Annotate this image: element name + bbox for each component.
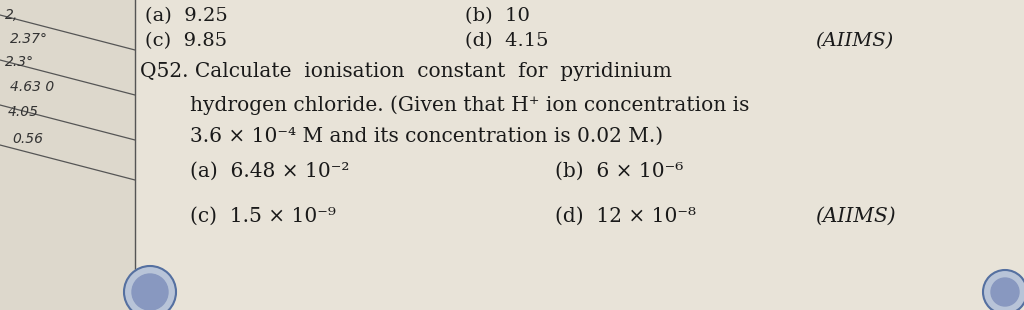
Text: Q52. Calculate  ionisation  constant  for  pyridinium: Q52. Calculate ionisation constant for p… [140, 62, 672, 81]
Text: (b)  6 × 10⁻⁶: (b) 6 × 10⁻⁶ [555, 162, 683, 181]
Circle shape [983, 270, 1024, 310]
Text: (AIIMS): (AIIMS) [815, 32, 893, 50]
Text: (d)  12 × 10⁻⁸: (d) 12 × 10⁻⁸ [555, 207, 696, 226]
Text: 2.37°: 2.37° [10, 32, 48, 46]
Text: 2.3°: 2.3° [5, 55, 34, 69]
Text: (a)  6.48 × 10⁻²: (a) 6.48 × 10⁻² [190, 162, 349, 181]
Text: (c)  9.85: (c) 9.85 [145, 32, 227, 50]
Text: 4.05: 4.05 [8, 105, 39, 119]
Text: (d)  4.15: (d) 4.15 [465, 32, 549, 50]
Circle shape [991, 278, 1019, 306]
Text: hydrogen chloride. (Given that H⁺ ion concentration is: hydrogen chloride. (Given that H⁺ ion co… [190, 95, 750, 115]
Circle shape [132, 274, 168, 310]
Text: (b)  10: (b) 10 [465, 7, 529, 25]
Text: (AIIMS): (AIIMS) [815, 207, 896, 226]
Text: (a)  9.25: (a) 9.25 [145, 7, 227, 25]
Text: (c)  1.5 × 10⁻⁹: (c) 1.5 × 10⁻⁹ [190, 207, 336, 226]
Text: 3.6 × 10⁻⁴ M and its concentration is 0.02 M.): 3.6 × 10⁻⁴ M and its concentration is 0.… [190, 127, 664, 146]
Text: 2,: 2, [5, 8, 18, 22]
Circle shape [124, 266, 176, 310]
Text: 0.56: 0.56 [12, 132, 43, 146]
Text: 4.63 0: 4.63 0 [10, 80, 54, 94]
